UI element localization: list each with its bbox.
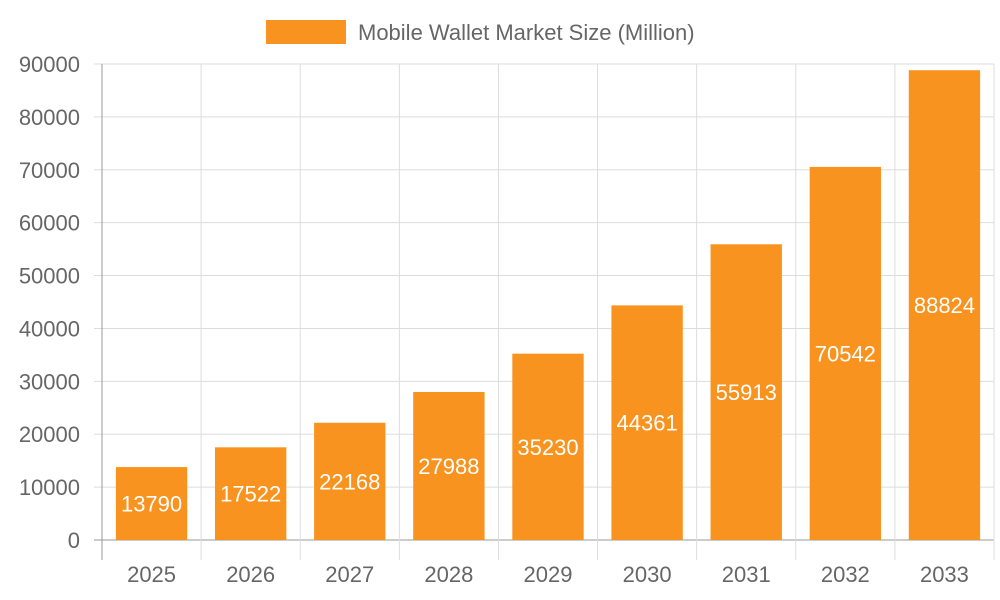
y-tick-label: 30000 (19, 369, 80, 394)
y-tick-label: 80000 (19, 105, 80, 130)
bar-value-label: 22168 (319, 469, 380, 494)
x-tick-label: 2025 (127, 562, 176, 587)
x-tick-label: 2031 (722, 562, 771, 587)
bars-layer (115, 70, 981, 541)
legend-label[interactable]: Mobile Wallet Market Size (Million) (358, 20, 695, 45)
legend[interactable]: Mobile Wallet Market Size (Million) (266, 20, 695, 45)
data-labels-layer: 13790 17522 22168 27988 35230 44361 55913 70542… (121, 293, 975, 516)
x-tick-label: 2033 (920, 562, 969, 587)
y-tick-label: 0 (68, 528, 80, 553)
x-tick-label: 2026 (226, 562, 275, 587)
x-tick-label: 2028 (424, 562, 473, 587)
bar-value-label: 17522 (220, 482, 281, 507)
y-tick-label: 60000 (19, 211, 80, 236)
bar[interactable] (710, 244, 782, 540)
bar-value-label: 44361 (617, 411, 678, 436)
bar-value-label: 55913 (716, 380, 777, 405)
bar[interactable] (214, 447, 287, 540)
bar-value-label: 35230 (517, 435, 578, 460)
bar-value-label: 70542 (815, 341, 876, 366)
bar-value-label: 13790 (121, 492, 182, 517)
x-tick-label: 2027 (325, 562, 374, 587)
bar[interactable] (908, 70, 981, 541)
y-tick-label: 40000 (19, 316, 80, 341)
y-tick-label: 10000 (19, 475, 80, 500)
bar-value-label: 88824 (914, 293, 975, 318)
legend-swatch[interactable] (266, 20, 346, 44)
bar[interactable] (611, 305, 683, 540)
y-tick-label: 90000 (19, 52, 80, 77)
x-tick-label: 2032 (821, 562, 870, 587)
bar[interactable] (413, 391, 485, 540)
x-tick-label: 2030 (623, 562, 672, 587)
bar[interactable] (512, 353, 584, 540)
y-tick-label: 70000 (19, 158, 80, 183)
y-tick-label: 20000 (19, 422, 80, 447)
bar[interactable] (809, 166, 882, 540)
y-tick-label: 50000 (19, 264, 80, 289)
axis-layer: 0 10000 20000 30000 40000 50000 60000 70000 8000… (19, 52, 969, 587)
bar[interactable] (314, 422, 386, 540)
x-tick-label: 2029 (524, 562, 573, 587)
bar[interactable] (115, 467, 188, 540)
bar-value-label: 27988 (418, 454, 479, 479)
grid-layer (94, 63, 995, 560)
